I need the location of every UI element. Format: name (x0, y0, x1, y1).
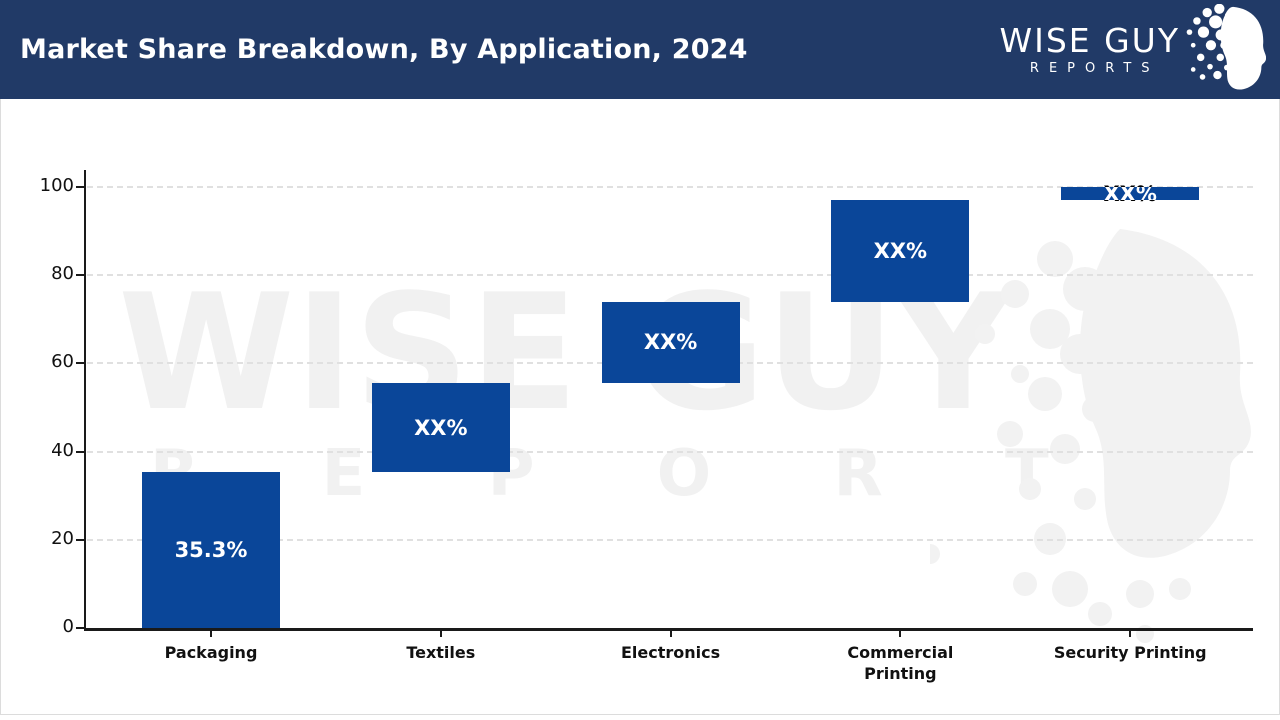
x-tick-label: Commercial Printing (847, 643, 954, 683)
bar-segment: XX%XX% (1061, 182, 1200, 206)
bar-segment: XX%XX% (831, 200, 970, 302)
y-tick-label: 20 (51, 527, 74, 549)
logo-text: WISE GUY REPORTS (999, 24, 1180, 76)
bar-segment: 35.3%35.3% (142, 472, 280, 628)
bar-label: XX% (1103, 187, 1157, 201)
y-tick-label: 100 (39, 175, 74, 196)
logo-face-icon (1182, 3, 1267, 96)
bar: XX% (1061, 187, 1200, 201)
x-tick-mark (669, 631, 672, 637)
y-tick-label: 80 (51, 263, 74, 285)
logo-subtitle: REPORTS (1029, 60, 1160, 76)
x-tick-label: Security Printing (1053, 643, 1207, 662)
watermark-subtitle: R E P O R T S (150, 437, 1268, 511)
y-tick-mark (76, 538, 85, 541)
wise-guy-logo: WISE GUY REPORTS (999, 3, 1267, 96)
gridline (87, 538, 1253, 541)
watermark-face-icon (920, 199, 1260, 673)
bar-label: 35.3% (174, 538, 248, 563)
bar-label: XX% (643, 330, 698, 355)
y-tick-mark (76, 362, 85, 365)
x-tick-label: Packaging (164, 643, 258, 662)
x-axis-line (84, 628, 1253, 631)
x-tick-mark (1129, 631, 1132, 637)
y-tick-label: 40 (51, 439, 74, 461)
chart-area: WISE GUY R E P O R T S 0 20 40 60 80 100 35.3%… (0, 99, 1280, 720)
bar-label: XX% (414, 415, 468, 440)
x-tick-mark (439, 631, 442, 637)
gridline (87, 274, 1253, 277)
y-tick-label: 60 (51, 351, 74, 373)
x-tick-label: Textiles (406, 643, 476, 662)
logo-wordmark: WISE GUY (999, 20, 1180, 60)
bar: XX% (831, 200, 970, 302)
page-title: Market Share Breakdown, By Application, … (20, 34, 748, 65)
y-axis-line (84, 170, 86, 631)
bar: 35.3% (142, 472, 280, 628)
y-tick-mark (76, 450, 85, 453)
x-tick-mark (210, 631, 212, 637)
bar-label: XX% (873, 238, 928, 263)
gridline (87, 450, 1253, 453)
x-tick-mark (899, 631, 902, 637)
bar: XX% (371, 383, 510, 473)
x-tick-label: Electronics (621, 643, 721, 662)
gridline (87, 186, 1253, 188)
bar-segment: XX%XX% (601, 301, 740, 384)
y-tick-label: 0 (62, 616, 74, 637)
y-tick-mark (76, 627, 85, 629)
bar: XX% (601, 301, 740, 384)
y-tick-mark (76, 274, 85, 277)
bar-segment: XX%XX% (371, 383, 510, 473)
header-bar: Market Share Breakdown, By Application, … (0, 0, 1280, 99)
y-tick-mark (76, 186, 85, 188)
